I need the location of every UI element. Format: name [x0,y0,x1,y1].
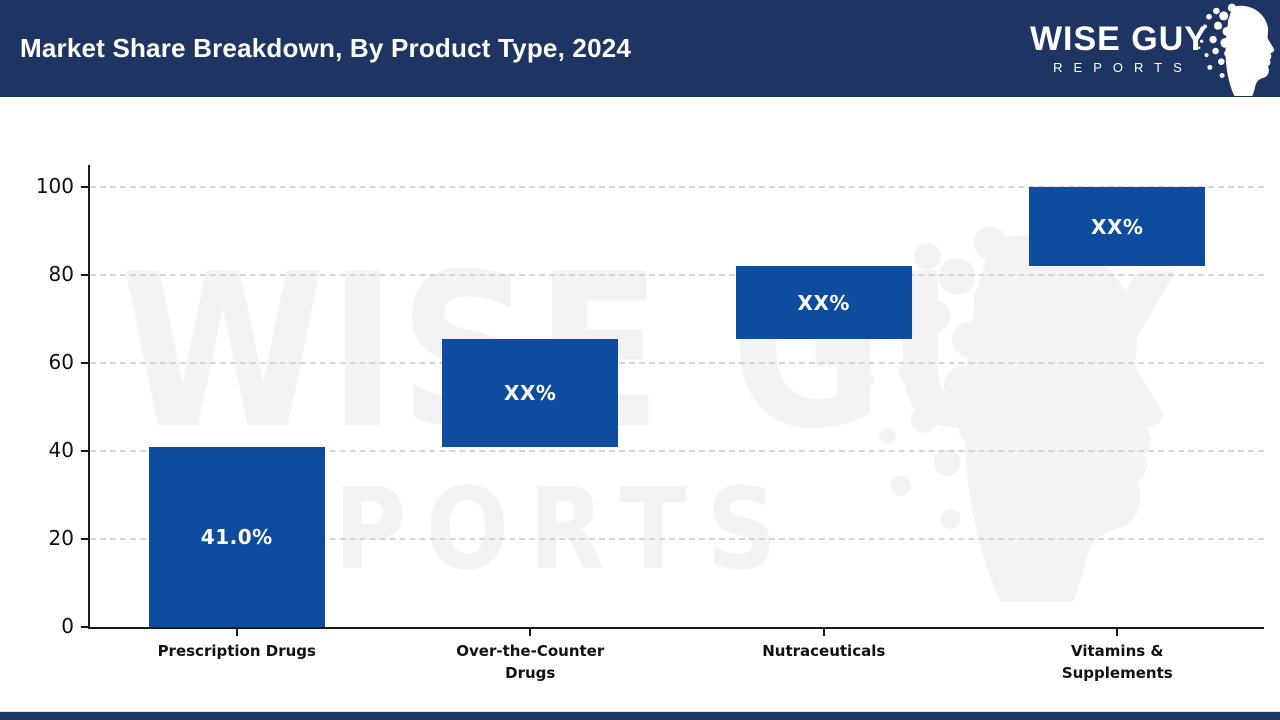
y-tick-mark [81,362,88,364]
x-category-label: Over-the-Counter Drugs [456,642,605,682]
bar-value-label: XX% [797,290,850,315]
header-bar: Market Share Breakdown, By Product Type,… [0,0,1280,97]
logo-subtitle: REPORTS [1053,60,1193,75]
bar: XX% [735,266,912,339]
x-tick-mark [529,629,532,636]
x-tick-mark [1116,629,1119,636]
y-tick-mark [81,274,88,276]
y-tick-label: 0 [61,614,74,638]
y-tick-mark [81,626,88,628]
x-tick-mark [235,629,238,636]
y-tick-mark [81,450,88,452]
y-tick-mark [81,538,88,540]
logo: WISE GUY REPORTS [1030,0,1280,97]
footer-hairline [0,711,1280,712]
gridline [90,362,1264,364]
bar-value-label: 41.0% [200,524,273,549]
x-category-label: Prescription Drugs [157,642,316,660]
gridline [90,450,1264,452]
y-tick-label: 60 [48,350,74,374]
gridline [90,538,1264,540]
gridline [90,186,1264,188]
footer-bar [0,712,1280,720]
y-tick-label: 40 [48,438,74,462]
y-tick-label: 20 [48,526,74,550]
bar: XX% [442,338,619,447]
y-tick-mark [81,186,88,188]
gridline [90,274,1264,276]
page-title: Market Share Breakdown, By Product Type,… [20,33,632,63]
bar-value-label: XX% [1091,214,1144,239]
logo-text: WISE GUY REPORTS [1030,22,1208,75]
bar: XX% [1029,187,1206,267]
x-category-label: Vitamins & Supplements [1061,642,1173,682]
logo-wordmark: WISE GUY [1029,20,1208,58]
x-tick-mark [822,629,825,636]
plot-area: 0 20 40 60 80 100 41.0% Prescription Drugs XX% Ov… [36,165,1264,682]
y-tick-label: 80 [48,262,74,286]
bar-value-label: XX% [504,380,557,405]
y-tick-label: 100 [35,174,74,198]
x-category-label: Nutraceuticals [762,642,886,660]
bar: 41.0% [148,446,325,627]
